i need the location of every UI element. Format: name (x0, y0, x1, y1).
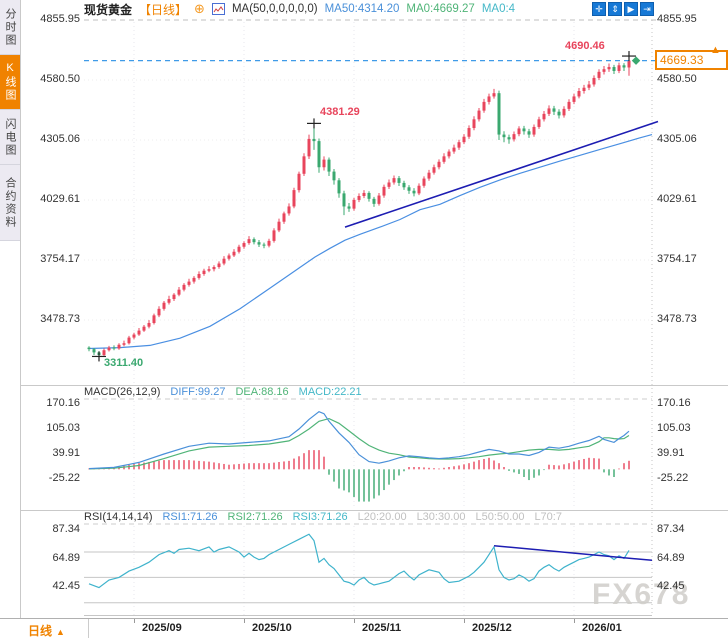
sidebar-tab-time-chart[interactable]: 分时图 (0, 0, 20, 55)
macd-formula: MACD(26,12,9) (84, 386, 161, 398)
chevron-up-icon: ▲ (56, 627, 65, 637)
dea-value: DEA:88.16 (235, 386, 289, 398)
rsi-l30-level: L30:30.00 (416, 511, 466, 523)
rsi-l70-level: L70:7 (534, 511, 562, 523)
chart-header: 现货黄金 【日线】 ⊕ MA(50,0,0,0,0,0) MA50:4314.2… (84, 1, 515, 17)
chart-toolbar: ✛ ⇕ ▶ ⇥ (592, 2, 654, 16)
symbol-name: 现货黄金 (84, 2, 133, 17)
sidebar-tab-contract-info[interactable]: 合约资料 (0, 165, 20, 241)
shift-right-icon[interactable]: ⇥ (640, 2, 654, 16)
pan-icon[interactable]: ✛ (592, 2, 606, 16)
chart-style-icon[interactable] (211, 3, 225, 15)
macd-header: MACD(26,12,9) DIFF:99.27 DEA:88.16 MACD:… (84, 386, 684, 398)
bottom-bar: 日线 ▲ (0, 618, 728, 638)
sidebar-tab-flash-chart[interactable]: 闪电图 (0, 110, 20, 165)
watermark: FX678 (592, 578, 691, 611)
scale-vertical-icon[interactable]: ⇕ (608, 2, 622, 16)
period-tag: 【日线】 (139, 2, 188, 17)
rsi-l20-level: L20:20.00 (357, 511, 407, 523)
rsi1-value: RSI1:71.26 (162, 511, 218, 523)
divider (88, 619, 89, 638)
ma0-value-green: MA0:4669.27 (406, 3, 475, 15)
add-indicator-icon[interactable]: ⊕ (194, 1, 205, 16)
sidebar: 分时图 K线图 闪电图 合约资料 (0, 0, 21, 638)
rsi-header: RSI(14,14,14) RSI1:71.26 RSI2:71.26 RSI3… (84, 511, 684, 523)
period-selector[interactable]: 日线 ▲ (28, 622, 65, 638)
sidebar-tab-kline-chart[interactable]: K线图 (0, 55, 20, 110)
ma50-value: MA50:4314.20 (324, 3, 400, 15)
macd-value: MACD:22.21 (298, 386, 362, 398)
ma-formula: MA(50,0,0,0,0,0) (231, 3, 318, 15)
rsi-l50-level: L50:50.00 (475, 511, 525, 523)
diff-value: DIFF:99.27 (170, 386, 226, 398)
rsi3-value: RSI3:71.26 (292, 511, 348, 523)
auto-scroll-icon[interactable]: ▶ (624, 2, 638, 16)
period-selector-label: 日线 (28, 624, 53, 638)
current-price-value: 4669.33 (660, 53, 704, 67)
ma0-value-cyan: MA0:4 (481, 3, 516, 15)
rsi2-value: RSI2:71.26 (227, 511, 283, 523)
rsi-formula: RSI(14,14,14) (84, 511, 153, 523)
price-arrow-icon: ▲ (710, 44, 721, 56)
current-price-tag: 4669.33 (655, 50, 728, 70)
